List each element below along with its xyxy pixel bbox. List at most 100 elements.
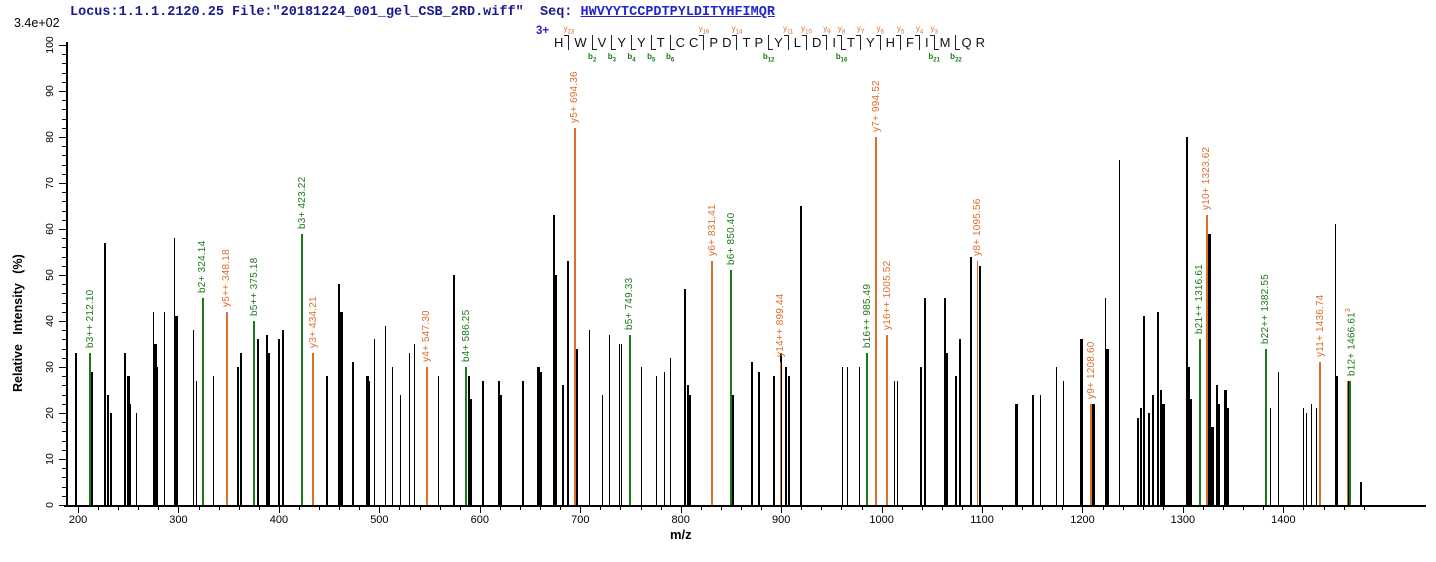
residue-11-T: T bbox=[742, 34, 751, 50]
b-ion-marker: b5 bbox=[647, 51, 656, 64]
cleavage-divider-17: y7 bbox=[855, 24, 864, 50]
y-tick-label: 80 bbox=[44, 131, 56, 143]
x-tick bbox=[761, 506, 763, 510]
y-tick bbox=[62, 284, 66, 286]
peak-label-b3+: b3+ 423.22 bbox=[296, 176, 308, 229]
divider-line bbox=[591, 34, 593, 50]
peak bbox=[620, 344, 623, 505]
y-tick bbox=[59, 45, 66, 46]
peak bbox=[608, 334, 611, 505]
y-tick bbox=[59, 321, 66, 322]
peak bbox=[129, 403, 132, 505]
peptide-sequence: HWVYYTCCPDTPYLDITYHFIMQR bbox=[580, 5, 775, 20]
peak-label-y4+: y4+ 547.30 bbox=[421, 310, 433, 362]
divider-line bbox=[611, 34, 613, 50]
peak bbox=[663, 371, 666, 505]
x-tick bbox=[218, 506, 220, 510]
cleavage-divider-13: y11 bbox=[783, 24, 793, 50]
x-tick bbox=[1182, 506, 1184, 513]
y-tick bbox=[62, 431, 66, 433]
peak bbox=[923, 298, 926, 505]
y-ion-marker: y7 bbox=[856, 23, 865, 36]
y-ion-marker: y8 bbox=[837, 23, 846, 36]
residue-3-V: V bbox=[597, 34, 607, 50]
x-tick bbox=[118, 506, 120, 510]
y-tick bbox=[59, 183, 66, 184]
y-tick bbox=[62, 63, 66, 65]
cleavage-divider-12: b12 bbox=[763, 34, 774, 63]
b-ion-arm bbox=[632, 48, 637, 50]
y-ion-marker: y9 bbox=[823, 23, 831, 36]
x-tick bbox=[861, 506, 863, 510]
x-tick-label: 1200 bbox=[1070, 514, 1095, 526]
peak bbox=[452, 275, 455, 505]
y-tick bbox=[62, 403, 66, 405]
precursor-charge-label: 3+ bbox=[536, 25, 550, 37]
peak bbox=[686, 385, 689, 505]
x-tick bbox=[1082, 506, 1084, 513]
y-tick bbox=[62, 201, 66, 203]
y-ion-marker: y23 bbox=[563, 23, 575, 36]
y-axis-line bbox=[66, 42, 68, 507]
peak-label-y3+: y3+ 434.21 bbox=[307, 296, 319, 349]
peak bbox=[1207, 233, 1211, 505]
divider-line bbox=[703, 34, 705, 50]
divider-line bbox=[841, 34, 843, 50]
y-tick bbox=[59, 413, 66, 414]
y-tick bbox=[62, 127, 66, 129]
peak bbox=[368, 380, 371, 505]
x-tick bbox=[78, 506, 80, 513]
x-tick bbox=[158, 506, 160, 510]
residue-20-F: F bbox=[906, 34, 914, 50]
cleavage-divider-8: y16 bbox=[699, 24, 709, 50]
b-ion-arm bbox=[592, 48, 597, 50]
peak bbox=[588, 330, 591, 505]
divider-line bbox=[826, 34, 828, 50]
x-tick bbox=[1022, 506, 1024, 510]
y-tick bbox=[62, 210, 66, 212]
peak bbox=[352, 362, 355, 505]
peak bbox=[919, 367, 922, 505]
peak bbox=[555, 275, 557, 505]
divider-line bbox=[787, 34, 789, 50]
ion-peak-b2+ bbox=[201, 298, 204, 505]
ion-peak-y14++ bbox=[779, 362, 782, 505]
y-tick bbox=[62, 339, 66, 341]
x-tick bbox=[801, 506, 803, 510]
sequence-header: Seq: HWVYYTCCPDTPYLDITYHFIMQR bbox=[540, 5, 775, 20]
x-tick bbox=[399, 506, 401, 510]
divider-line bbox=[859, 34, 861, 50]
b-ion-arm bbox=[934, 48, 939, 50]
residue-24-R: R bbox=[975, 34, 985, 50]
peak bbox=[338, 284, 340, 505]
peak bbox=[522, 380, 524, 505]
peak-label-b4+: b4+ 586.25 bbox=[460, 309, 472, 362]
x-tick bbox=[540, 506, 542, 510]
residue-10-D: D bbox=[722, 34, 732, 50]
peak bbox=[174, 316, 178, 505]
residue-12-P: P bbox=[754, 34, 764, 50]
peak bbox=[731, 394, 735, 505]
cleavage-divider-10: y14 bbox=[732, 24, 742, 50]
divider-line bbox=[919, 34, 920, 50]
ion-peak-y16++ bbox=[886, 334, 889, 505]
peak bbox=[126, 376, 130, 505]
x-tick bbox=[560, 506, 562, 510]
peak bbox=[1218, 403, 1220, 505]
x-tick bbox=[419, 506, 421, 510]
y-tick bbox=[62, 385, 66, 387]
y-ion-arm bbox=[699, 34, 704, 36]
peak bbox=[467, 376, 470, 505]
y-tick bbox=[62, 118, 66, 120]
peak bbox=[124, 353, 127, 505]
y-tick bbox=[62, 238, 66, 240]
ion-peak-b4+ bbox=[465, 367, 467, 505]
peak bbox=[567, 261, 569, 505]
peak bbox=[239, 353, 242, 505]
peak bbox=[846, 367, 849, 505]
x-axis-line bbox=[64, 505, 1426, 507]
peak-label-y9+: y9+ 1208.60 bbox=[1085, 341, 1097, 399]
x-tick-label: 900 bbox=[771, 514, 791, 526]
